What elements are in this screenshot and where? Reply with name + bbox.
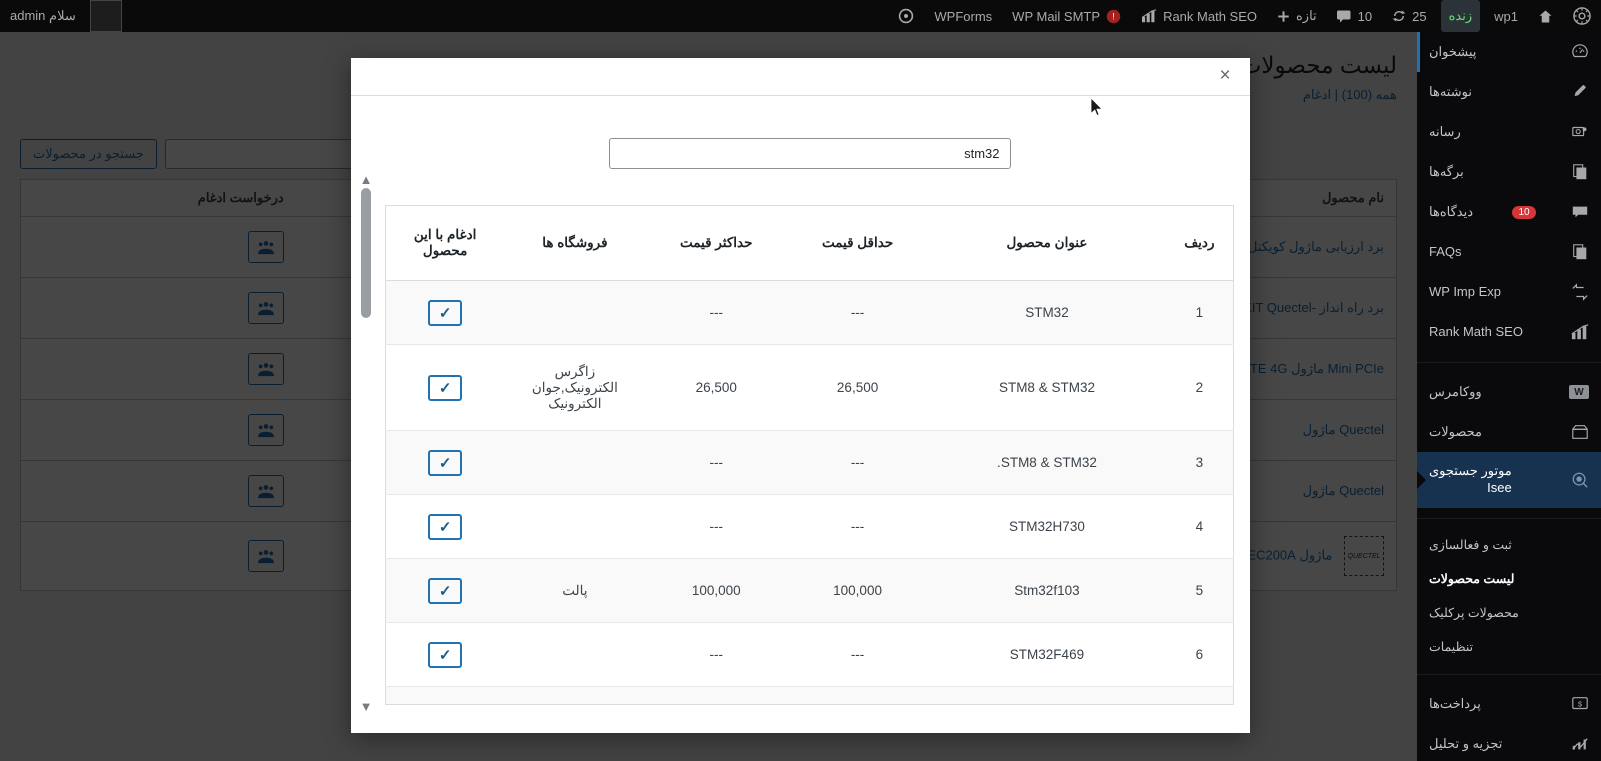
svg-text:!: ! (1112, 11, 1115, 21)
svg-text:$: $ (1578, 699, 1582, 708)
